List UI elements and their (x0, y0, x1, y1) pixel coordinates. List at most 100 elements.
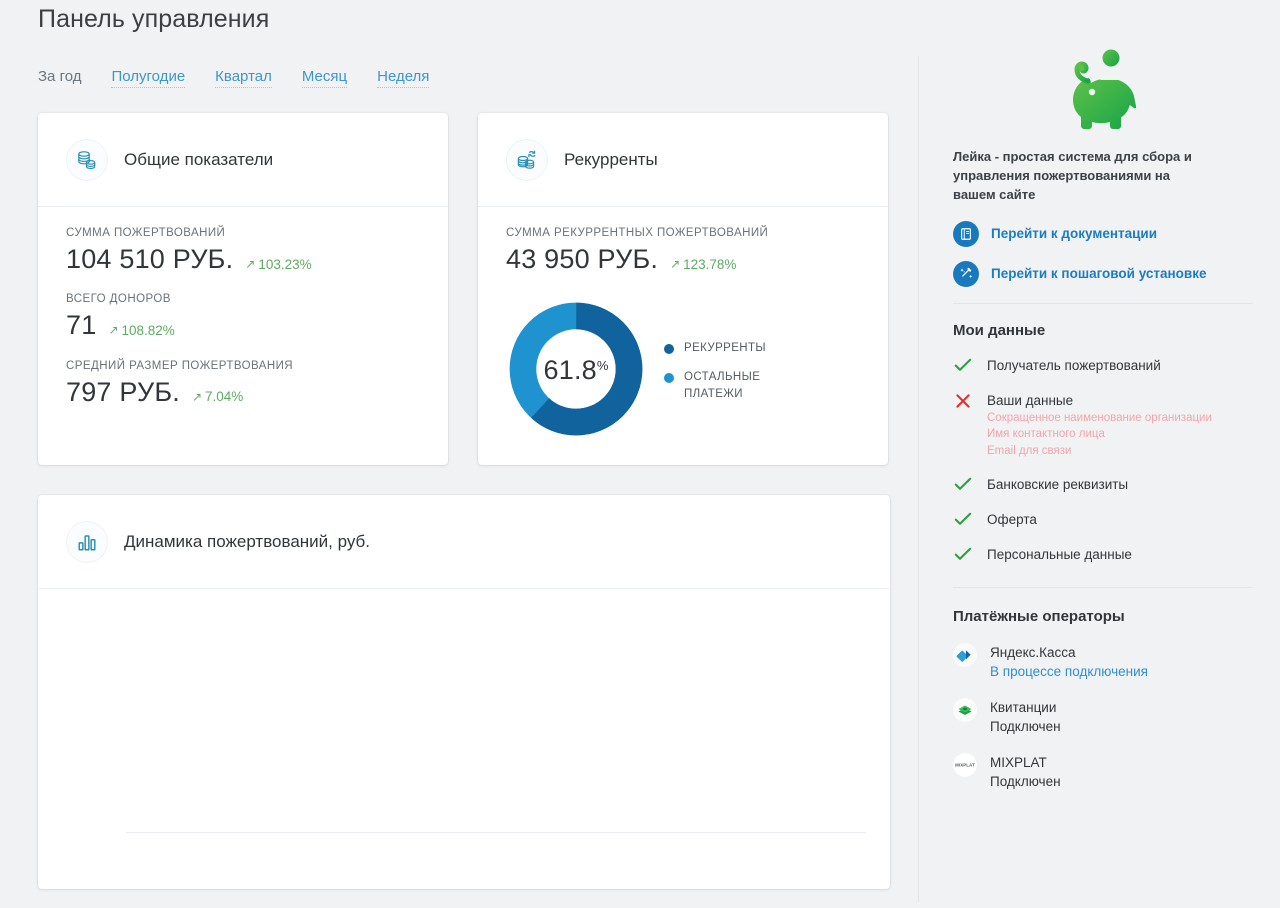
stat-label: ВСЕГО ДОНОРОВ (66, 293, 171, 306)
trend-up-icon: ↗ (670, 257, 681, 271)
trend-up-icon: ↗ (245, 257, 256, 271)
link-step-install[interactable]: Перейти к пошаговой установке (953, 260, 1253, 287)
sidebar-divider (918, 56, 919, 902)
my-data-item-offer[interactable]: Оферта (953, 511, 1253, 529)
donut-unit: % (596, 358, 609, 374)
bar-chart-plot (126, 615, 866, 834)
operator-yandex-kassa[interactable]: Яндекс.Касса В процессе подключения (953, 642, 1253, 682)
operator-name: Квитанции (990, 699, 1057, 715)
receipts-icon (953, 697, 977, 722)
coins-recurring-icon (506, 138, 548, 181)
tab-month[interactable]: Месяц (301, 68, 348, 88)
card-chart-header: Динамика пожертвований, руб. (38, 495, 890, 590)
bar-chart-icon (66, 520, 108, 563)
main-content: Общие показатели СУММА ПОЖЕРТВОВАНИЙ 104… (38, 113, 910, 890)
operator-status: Подключен (990, 719, 1061, 735)
card-general-header: Общие показатели (38, 113, 448, 207)
operator-content: Квитанции Подключен (990, 698, 1061, 737)
card-general-body: СУММА ПОЖЕРТВОВАНИЙ 104 510 РУБ. ↗ 103.2… (38, 207, 448, 440)
item-content: Ваши данные Сокращенное наименование орг… (987, 392, 1212, 459)
check-icon (953, 476, 973, 491)
operator-status: В процессе подключения (990, 664, 1148, 680)
piggy-elephant-logo (1073, 49, 1137, 129)
legend-color-dot (664, 344, 674, 355)
operator-content: Яндекс.Касса В процессе подключения (990, 643, 1148, 682)
stat-delta-value: 7.04% (205, 389, 244, 405)
legend-item-other: ОСТАЛЬНЫЕ ПЛАТЕЖИ (664, 369, 784, 402)
stat-delta: ↗ 7.04% (192, 389, 243, 404)
trend-up-icon: ↗ (191, 389, 202, 404)
tab-quarter[interactable]: Квартал (215, 68, 272, 88)
donut-legend: РЕКУРРЕНТЫ ОСТАЛЬНЫЕ ПЛАТЕЖИ (664, 336, 784, 402)
my-data-item-bank[interactable]: Банковские реквизиты (953, 476, 1253, 494)
stat-value: 71 (66, 310, 97, 341)
check-icon (953, 357, 973, 372)
bar-chart-area (38, 589, 890, 889)
tab-week[interactable]: Неделя (377, 68, 430, 88)
my-data-item-your-data[interactable]: Ваши данные Сокращенное наименование орг… (953, 392, 1253, 459)
item-label: Ваши данные (987, 392, 1074, 408)
stat-label: СРЕДНИЙ РАЗМЕР ПОЖЕРТВОВАНИЯ (66, 359, 294, 372)
stat-delta: ↗ 123.78% (670, 257, 736, 272)
card-general-metrics: Общие показатели СУММА ПОЖЕРТВОВАНИЙ 104… (38, 113, 448, 466)
operator-content: MIXPLAT Подключен (990, 753, 1061, 792)
recurrent-donut-chart: 61.8% РЕКУРРЕНТЫ ОСТАЛЬНЫЕ ПЛАТЕЖИ (506, 299, 860, 439)
legend-color-dot (664, 373, 674, 384)
book-icon (953, 220, 979, 247)
period-tabs: За год Полугодие Квартал Месяц Неделя (38, 68, 430, 88)
my-data-item-recipient[interactable]: Получатель пожертвований (953, 357, 1253, 375)
yandex-kassa-icon (953, 642, 977, 667)
check-icon (953, 546, 973, 561)
tab-year[interactable]: За год (38, 68, 82, 85)
stat-value: 43 950 РУБ. (506, 244, 659, 274)
close-icon (953, 392, 973, 409)
operator-receipts[interactable]: Квитанции Подключен (953, 697, 1253, 737)
item-label: Получатель пожертвований (987, 357, 1161, 373)
card-recurrent-title: Рекурренты (564, 149, 658, 169)
logo-wrap (953, 48, 1253, 134)
card-donation-dynamics: Динамика пожертвований, руб. (38, 495, 890, 890)
coins-icon (66, 138, 108, 181)
stat-label: СУММА ПОЖЕРТВОВАНИЙ (66, 227, 226, 239)
bar-series (126, 615, 866, 832)
donut-svg: 61.8% (506, 299, 646, 439)
stat-recurrent-sum: СУММА РЕКУРРЕНТНЫХ ПОЖЕРТВОВАНИЙ 43 950 … (506, 227, 860, 277)
legend-label: РЕКУРРЕНТЫ (684, 342, 766, 355)
operator-status: Подключен (990, 774, 1061, 790)
stat-label: СУММА РЕКУРРЕНТНЫХ ПОЖЕРТВОВАНИЙ (506, 227, 769, 239)
link-documentation[interactable]: Перейти к документации (953, 220, 1253, 247)
page-title: Панель управления (38, 5, 270, 33)
link-label: Перейти к документации (991, 226, 1158, 242)
stat-delta: ↗ 108.82% (108, 323, 174, 338)
magic-wand-icon (953, 260, 979, 287)
error-text: Имя контактного лица (987, 428, 1105, 441)
svg-text:MIXPLAT: MIXPLAT (955, 762, 975, 767)
tab-halfyear[interactable]: Полугодие (111, 68, 186, 88)
sidebar-divider-1 (953, 302, 1253, 304)
card-recurrent-body: СУММА РЕКУРРЕНТНЫХ ПОЖЕРТВОВАНИЙ 43 950 … (478, 207, 888, 465)
operators-heading: Платёжные операторы (953, 607, 1125, 625)
donut-center-label: 61.8% (506, 299, 646, 439)
error-text: Email для связи (987, 444, 1072, 457)
donut-rings (509, 303, 643, 436)
error-text: Сокращенное наименование организации (987, 411, 1212, 424)
card-recurrent-header: Рекурренты (478, 113, 888, 207)
item-label: Банковские реквизиты (987, 476, 1129, 492)
sidebar: Лейка - простая система для сбора и упра… (953, 0, 1253, 908)
card-chart-title: Динамика пожертвований, руб. (124, 531, 371, 551)
card-general-title: Общие показатели (124, 149, 274, 169)
item-errors: Сокращенное наименование организации Имя… (987, 410, 1212, 459)
check-icon (953, 511, 973, 526)
stat-delta-value: 108.82% (121, 322, 175, 338)
item-label: Оферта (987, 512, 1037, 528)
stat-value: 797 РУБ. (66, 376, 180, 407)
operator-name: MIXPLAT (990, 754, 1047, 770)
trend-up-icon: ↗ (108, 323, 119, 338)
my-data-item-personal[interactable]: Персональные данные (953, 546, 1253, 564)
my-data-heading: Мои данные (953, 321, 1046, 339)
operator-mixplat[interactable]: MIXPLAT MIXPLAT Подключен (953, 752, 1253, 792)
stat-delta-value: 103.23% (258, 256, 312, 272)
stat-delta: ↗ 103.23% (245, 257, 311, 272)
legend-label: ОСТАЛЬНЫЕ ПЛАТЕЖИ (684, 371, 761, 400)
